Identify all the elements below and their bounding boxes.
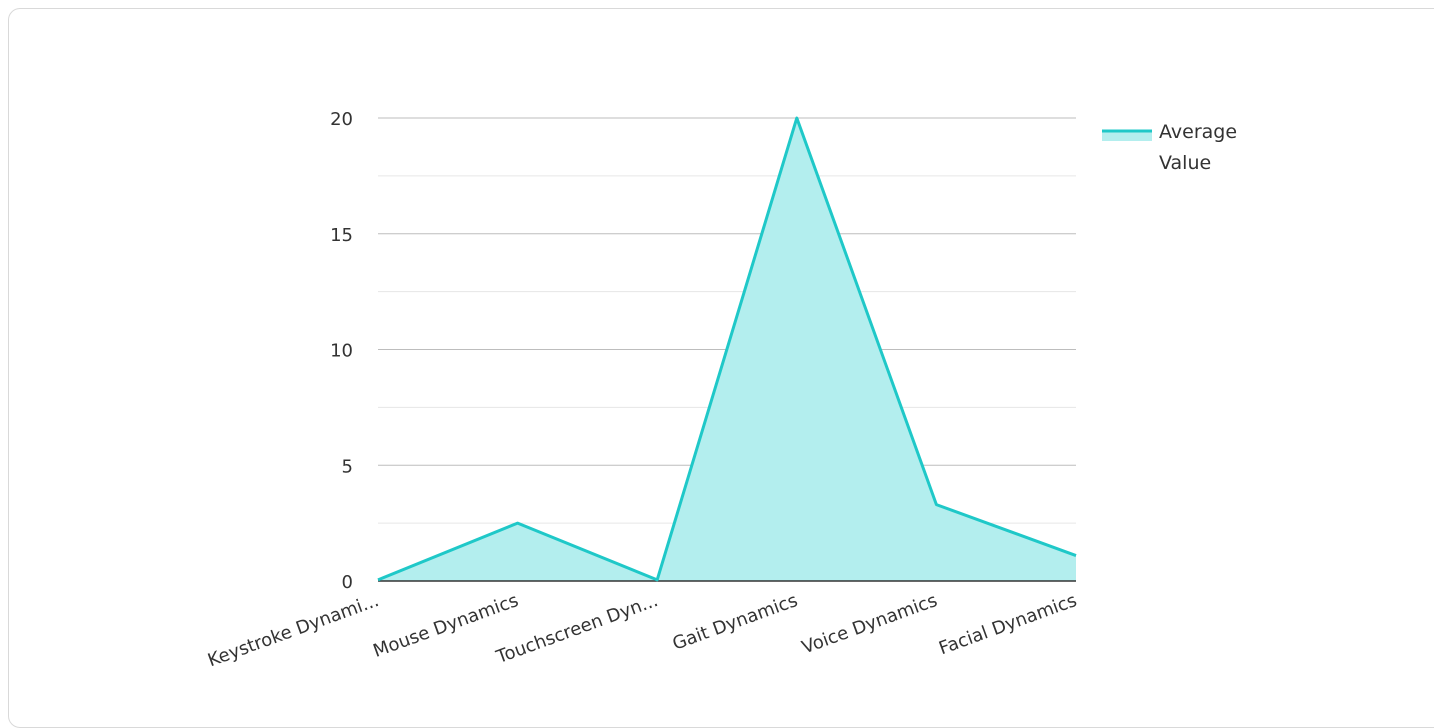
x-axis-tick-labels: Keystroke Dynami...Mouse DynamicsTouchsc…	[205, 590, 1080, 671]
legend-label-line-2: Value	[1159, 152, 1211, 174]
x-tick-label: Keystroke Dynami...	[205, 590, 382, 671]
legend: Average Value	[1102, 121, 1237, 174]
y-axis-tick-labels: 0 5 10 15 20	[330, 109, 353, 593]
x-tick-label: Voice Dynamics	[799, 590, 940, 658]
x-tick-label: Facial Dynamics	[936, 590, 1080, 659]
area-chart: 0 5 10 15 20 Keystroke Dynami...Mouse Dynami…	[205, 109, 1237, 671]
legend-label-line-1: Average	[1159, 121, 1237, 143]
y-tick-label: 15	[330, 225, 353, 246]
y-tick-label: 20	[330, 109, 353, 130]
legend-swatch-fill	[1102, 131, 1152, 141]
y-tick-label: 0	[342, 572, 353, 593]
y-tick-label: 5	[342, 456, 353, 477]
y-tick-label: 10	[330, 341, 353, 362]
series-line-average-value	[377, 116, 1077, 582]
x-tick-label: Gait Dynamics	[670, 590, 801, 655]
